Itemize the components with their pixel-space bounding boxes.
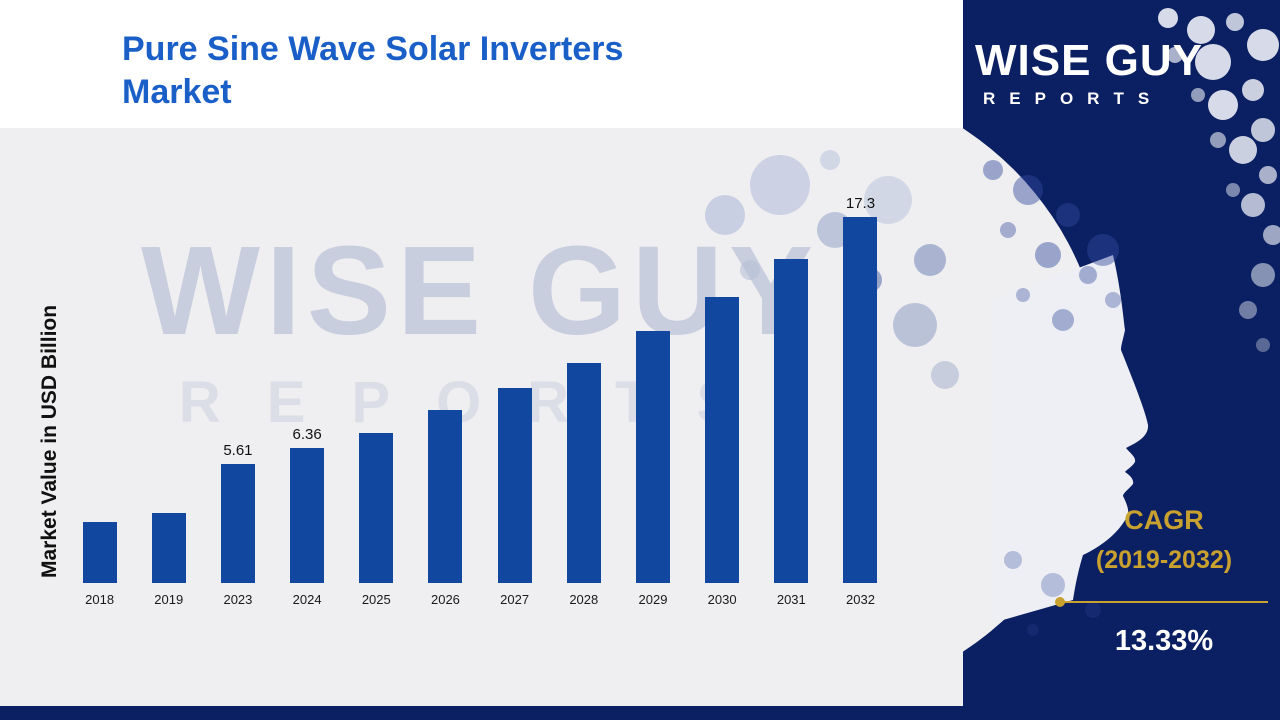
bar bbox=[635, 331, 670, 583]
bottom-bar bbox=[0, 706, 1280, 720]
bar-column bbox=[134, 160, 203, 583]
x-axis-tick-label: 2030 bbox=[707, 592, 737, 607]
bar-value-label: 5.61 bbox=[223, 442, 253, 459]
bar bbox=[705, 297, 740, 583]
bar bbox=[566, 363, 601, 583]
bar-column: 6.36 bbox=[273, 160, 342, 583]
dotted-face-graphic bbox=[983, 8, 1280, 636]
cagr-line-endpoint-dot bbox=[1055, 597, 1065, 607]
bars-area: 5.61 6.36 17.3 bbox=[65, 160, 895, 583]
x-axis-tick-label: 2023 bbox=[223, 592, 253, 607]
cagr-range: (2019-2032) bbox=[1095, 546, 1233, 574]
cagr-divider-line bbox=[1055, 597, 1268, 607]
cagr-label: CAGR bbox=[1124, 505, 1204, 535]
x-axis-tick-label: 2031 bbox=[776, 592, 806, 607]
bar-column bbox=[411, 160, 480, 583]
bar-column bbox=[342, 160, 411, 583]
bar-value-label: 6.36 bbox=[292, 426, 322, 443]
bar bbox=[359, 433, 394, 583]
x-axis-labels: 2018 2019 2023 2024 2025 2026 2027 2028 2029 2030… bbox=[65, 592, 895, 607]
bar-column bbox=[688, 160, 757, 583]
bar-column bbox=[757, 160, 826, 583]
x-axis-tick-label: 2026 bbox=[430, 592, 460, 607]
page-title: Pure Sine Wave Solar Inverters Market bbox=[122, 30, 624, 111]
bar bbox=[220, 464, 255, 583]
bar-column: 5.61 bbox=[203, 160, 272, 583]
x-axis-tick-label: 2025 bbox=[361, 592, 391, 607]
bar-chart: 5.61 6.36 17.3 2018 2019 2023 2024 2025 2026 202… bbox=[65, 160, 895, 607]
bar bbox=[843, 217, 878, 583]
bar-column bbox=[618, 160, 687, 583]
bar bbox=[428, 410, 463, 583]
y-axis-label: Market Value in USD Billion bbox=[38, 304, 61, 578]
brand-logo-name: WISE GUY bbox=[975, 36, 1204, 85]
x-axis-tick-label: 2028 bbox=[569, 592, 599, 607]
cagr-value: 13.33% bbox=[1114, 625, 1214, 657]
brand-panel: WISE GUY REPORTS CAGR (2019-2032) 13.33% bbox=[963, 0, 1280, 720]
x-axis-tick-label: 2018 bbox=[85, 592, 115, 607]
bar-column bbox=[480, 160, 549, 583]
bar bbox=[774, 259, 809, 583]
brand-logo-subtitle: REPORTS bbox=[983, 89, 1164, 108]
cagr-block: CAGR (2019-2032) 13.33% bbox=[1055, 505, 1270, 658]
x-axis-tick-label: 2024 bbox=[292, 592, 322, 607]
bar-column: 17.3 bbox=[826, 160, 895, 583]
x-axis-tick-label: 2032 bbox=[846, 592, 875, 607]
bar bbox=[290, 448, 325, 583]
x-axis-tick-label: 2027 bbox=[500, 592, 530, 607]
bar bbox=[82, 522, 117, 583]
bar bbox=[151, 513, 186, 583]
bar-column bbox=[549, 160, 618, 583]
x-axis-tick-label: 2029 bbox=[638, 592, 668, 607]
brand-logo: WISE GUY REPORTS bbox=[975, 36, 1203, 109]
bar-column bbox=[65, 160, 134, 583]
x-axis-tick-label: 2019 bbox=[154, 592, 184, 607]
bar bbox=[497, 388, 532, 583]
bar-value-label: 17.3 bbox=[845, 195, 876, 212]
